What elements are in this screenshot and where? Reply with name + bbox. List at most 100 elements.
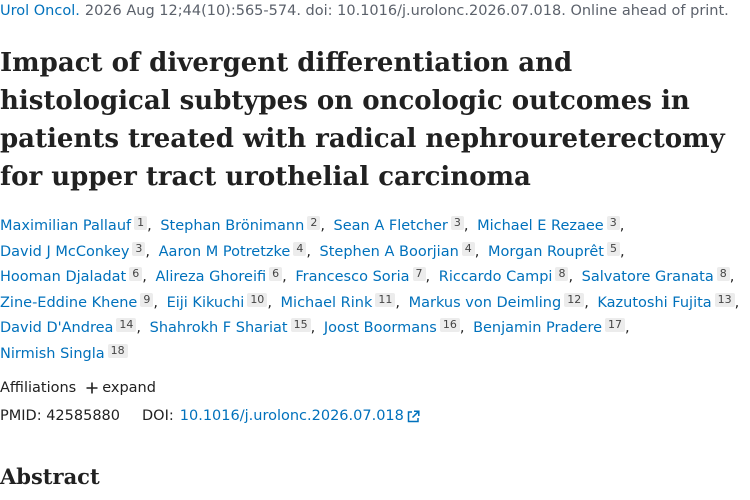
author: Stephan Brönimann 2, — [160, 216, 329, 234]
affiliations-label: Affiliations — [0, 380, 77, 396]
separator: , — [145, 243, 151, 260]
author: Zine-Eddine Khene 9, — [0, 292, 162, 311]
separator: , — [267, 294, 272, 311]
author-name[interactable]: David D'Andrea — [0, 320, 114, 336]
separator: , — [619, 243, 625, 260]
author: Benjamin Pradere 17, — [473, 318, 634, 336]
doi-link[interactable]: 10.1016/j.urolonc.2026.07.018 — [179, 408, 404, 424]
author-name[interactable]: Maximilian Pallauf — [0, 218, 132, 234]
external-link-icon[interactable] — [407, 409, 420, 423]
identifiers: PMID: 42585880 DOI: 10.1016/j.urolonc.20… — [0, 408, 420, 424]
separator: , — [619, 218, 625, 234]
expand-toggle[interactable]: expand — [102, 380, 156, 396]
author-name[interactable]: Sean A Fletcher — [333, 218, 448, 234]
affiliation-number[interactable]: 6 — [129, 267, 143, 281]
separator: , — [459, 320, 465, 336]
affiliation-number[interactable]: 7 — [412, 267, 426, 281]
affiliation-number[interactable]: 8 — [716, 267, 730, 281]
separator: , — [306, 243, 311, 260]
separator: , — [153, 294, 158, 311]
affiliation-number[interactable]: 3 — [606, 216, 620, 230]
author-name[interactable]: Riccardo Campi — [438, 269, 553, 285]
author: Michael E Rezaee 3, — [477, 216, 628, 234]
separator: , — [310, 320, 316, 336]
citation: Urol Oncol. 2026 Aug 12;44(10):565-574. d… — [0, 3, 729, 19]
affiliation-number[interactable]: 5 — [606, 241, 620, 256]
affiliation-number[interactable]: 15 — [290, 318, 311, 332]
author: Alireza Ghoreifi 6, — [155, 267, 290, 285]
author: Nirmish Singla 18 — [0, 343, 128, 362]
author: Eiji Kikuchi 10, — [166, 292, 276, 311]
affiliation-number[interactable]: 6 — [269, 267, 283, 281]
plus-icon[interactable] — [86, 382, 98, 394]
author: David J McConkey 3, — [0, 241, 154, 260]
separator: , — [463, 218, 469, 234]
author: Kazutoshi Fujita 13, — [597, 292, 743, 311]
author-name[interactable]: Zine-Eddine Khene — [0, 294, 138, 311]
affiliation-number[interactable]: 4 — [461, 241, 475, 256]
affiliation-number[interactable]: 1 — [134, 216, 148, 230]
separator: , — [147, 218, 152, 234]
separator: , — [142, 269, 147, 285]
author-name[interactable]: Shahrokh F Shariat — [149, 320, 288, 336]
separator: , — [425, 269, 431, 285]
author-name[interactable]: Stephan Brönimann — [160, 218, 305, 234]
author-name[interactable]: Benjamin Pradere — [473, 320, 603, 336]
author-name[interactable]: Michael E Rezaee — [477, 218, 604, 234]
separator: , — [625, 320, 630, 336]
author-name[interactable]: David J McConkey — [0, 243, 130, 260]
author: Joost Boormans 16, — [323, 318, 469, 336]
author: Markus von Deimling 12, — [408, 292, 593, 311]
affiliation-number[interactable]: 4 — [293, 241, 307, 256]
author-name[interactable]: Aaron M Potretzke — [158, 243, 291, 260]
author-name[interactable]: Hooman Djaladat — [0, 269, 127, 285]
author-name[interactable]: Francesco Soria — [295, 269, 410, 285]
affiliation-number[interactable]: 3 — [450, 216, 464, 230]
affiliation-number[interactable]: 12 — [564, 292, 585, 307]
affiliations: Affiliations expand — [0, 380, 156, 396]
separator: , — [568, 269, 574, 285]
author-name[interactable]: Morgan Rouprêt — [488, 243, 604, 260]
affiliation-number[interactable]: 14 — [116, 318, 137, 332]
citation-details: 2026 Aug 12;44(10):565-574. doi: 10.1016… — [84, 3, 729, 19]
author-name[interactable]: Michael Rink — [280, 294, 373, 311]
affiliation-number[interactable]: 9 — [140, 292, 154, 307]
affiliation-number[interactable]: 2 — [307, 216, 321, 230]
affiliation-number[interactable]: 3 — [132, 241, 146, 256]
author-name[interactable]: Nirmish Singla — [0, 345, 105, 362]
author-name[interactable]: Salvatore Granata — [581, 269, 714, 285]
author: Shahrokh F Shariat 15, — [149, 318, 320, 336]
affiliation-number[interactable]: 18 — [107, 343, 128, 358]
author-name[interactable]: Markus von Deimling — [408, 294, 562, 311]
affiliation-number[interactable]: 10 — [247, 292, 268, 307]
author-name[interactable]: Alireza Ghoreifi — [155, 269, 267, 285]
author: Riccardo Campi 8, — [438, 267, 577, 285]
author: Morgan Rouprêt 5, — [488, 241, 629, 260]
author-name[interactable]: Stephen A Boorjian — [319, 243, 459, 260]
affiliation-number[interactable]: 13 — [714, 292, 735, 307]
author-name[interactable]: Eiji Kikuchi — [166, 294, 245, 311]
author: Aaron M Potretzke 4, — [158, 241, 315, 260]
author: David D'Andrea 14, — [0, 318, 145, 336]
author-list: Maximilian Pallauf 1, Stephan Brönimann 2,… — [0, 214, 748, 367]
author: Maximilian Pallauf 1, — [0, 216, 156, 234]
separator: , — [734, 294, 740, 311]
separator: , — [729, 269, 735, 285]
abstract-heading: Abstract — [0, 464, 100, 489]
affiliation-number[interactable]: 11 — [375, 292, 396, 307]
author: Francesco Soria 7, — [295, 267, 434, 285]
author-name[interactable]: Joost Boormans — [323, 320, 437, 336]
affiliation-number[interactable]: 16 — [439, 318, 460, 332]
author: Michael Rink 11, — [280, 292, 404, 311]
article-title: Impact of divergent differentiation and … — [0, 48, 725, 192]
affiliation-number[interactable]: 8 — [555, 267, 569, 281]
affiliation-number[interactable]: 17 — [605, 318, 626, 332]
author: Stephen A Boorjian 4, — [319, 241, 484, 260]
author-name[interactable]: Kazutoshi Fujita — [597, 294, 712, 311]
pmid-value: 42585880 — [46, 408, 121, 424]
author: Sean A Fletcher 3, — [333, 216, 473, 234]
journal-link[interactable]: Urol Oncol. — [0, 3, 80, 19]
pmid-label: PMID: — [0, 408, 42, 424]
separator: , — [584, 294, 589, 311]
